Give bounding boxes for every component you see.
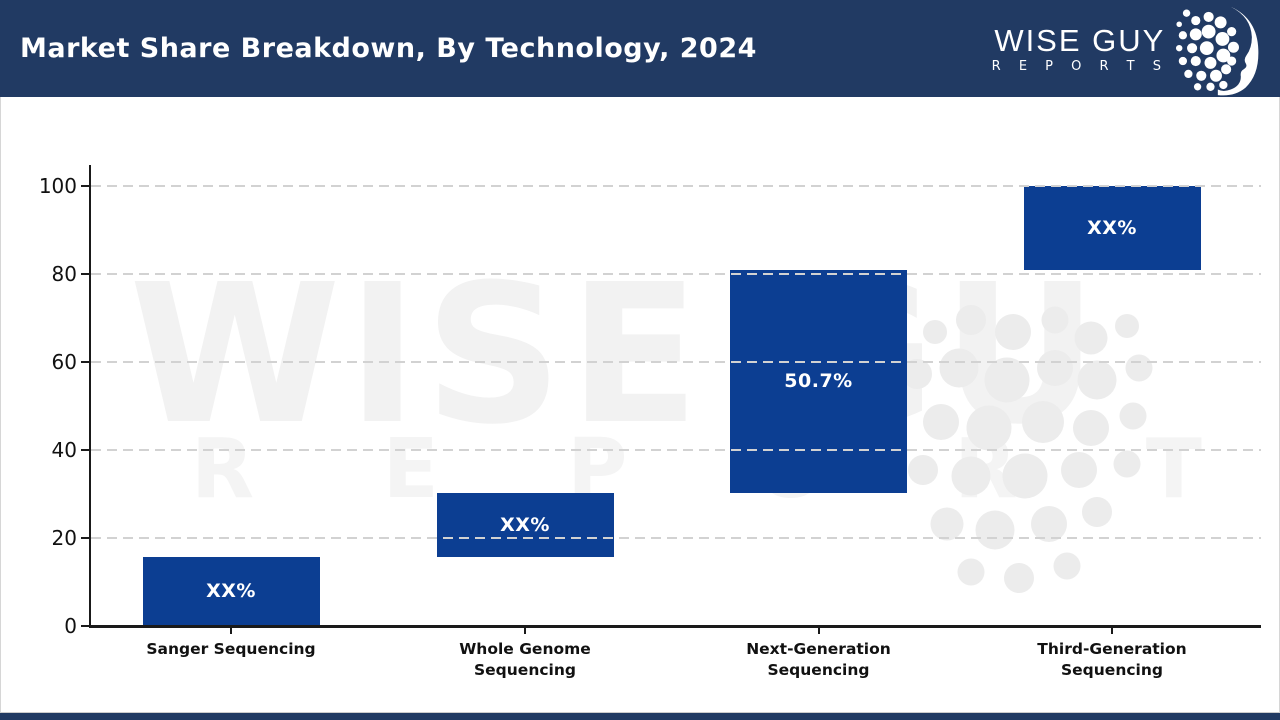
x-tick-0 (230, 626, 232, 634)
y-tick-label-0: 0 (64, 614, 77, 638)
x-category-label-line: Sequencing (1061, 661, 1163, 679)
gridline-y60 (91, 361, 1261, 363)
chart-area: WISE GU R E P O R T 0 20 40 60 80 100 XX% XX% 50… (0, 97, 1280, 713)
x-axis-line (89, 625, 1261, 628)
bar-sanger-sequencing: XX% (142, 556, 320, 626)
header-band: Market Share Breakdown, By Technology, 2… (0, 0, 1280, 97)
logo-subtitle: R E P O R T S (991, 58, 1168, 74)
x-category-label-line: Sequencing (474, 661, 576, 679)
y-tick-100 (81, 185, 89, 187)
x-category-label-line: Third-Generation (1037, 640, 1187, 658)
y-tick-label-80: 80 (51, 262, 77, 286)
x-category-label-line: Next-Generation (746, 640, 891, 658)
logo-wordmark: WISE GUY (994, 22, 1166, 58)
bar-value-label: XX% (500, 513, 550, 536)
gridline-y40 (91, 449, 1261, 451)
x-category-label-line: Whole Genome (459, 640, 591, 658)
x-category-label-1: Whole Genome Sequencing (410, 639, 640, 681)
wise-guy-reports-logo: WISE GUY R E P O R T S (992, 2, 1262, 96)
bar-third-generation-sequencing: XX% (1023, 186, 1201, 270)
y-tick-label-100: 100 (38, 174, 77, 198)
y-tick-80 (81, 273, 89, 275)
watermark-dotted-head-icon (902, 305, 1153, 593)
x-category-label-line: Sanger Sequencing (146, 640, 316, 658)
bar-whole-genome-sequencing: XX% (436, 492, 614, 557)
y-tick-label-20: 20 (51, 526, 77, 550)
y-tick-0 (81, 625, 89, 627)
x-tick-3 (1111, 626, 1113, 634)
x-category-label-3: Third-Generation Sequencing (997, 639, 1227, 681)
y-tick-20 (81, 537, 89, 539)
x-category-label-2: Next-Generation Sequencing (704, 639, 934, 681)
y-tick-label-40: 40 (51, 438, 77, 462)
y-axis-line (89, 165, 91, 626)
x-tick-2 (817, 626, 820, 634)
page-title: Market Share Breakdown, By Technology, 2… (20, 33, 757, 64)
gridline-y80 (91, 273, 1261, 275)
bar-value-label: XX% (206, 580, 256, 603)
footer-band (0, 713, 1280, 720)
dotted-head-icon (1175, 6, 1259, 95)
x-category-label-0: Sanger Sequencing (116, 639, 346, 660)
gridline-y20 (91, 537, 1261, 539)
x-category-label-line: Sequencing (767, 661, 870, 679)
y-tick-40 (81, 449, 89, 451)
y-tick-60 (81, 361, 89, 363)
bar-next-generation-sequencing: 50.7% (730, 269, 907, 493)
gridline-y100 (91, 185, 1261, 187)
x-tick-1 (524, 626, 526, 634)
bar-value-label: XX% (1087, 216, 1137, 239)
logo-text: WISE GUY R E P O R T S (992, 25, 1168, 73)
y-tick-label-60: 60 (51, 350, 77, 374)
bar-value-label: 50.7% (784, 370, 853, 393)
